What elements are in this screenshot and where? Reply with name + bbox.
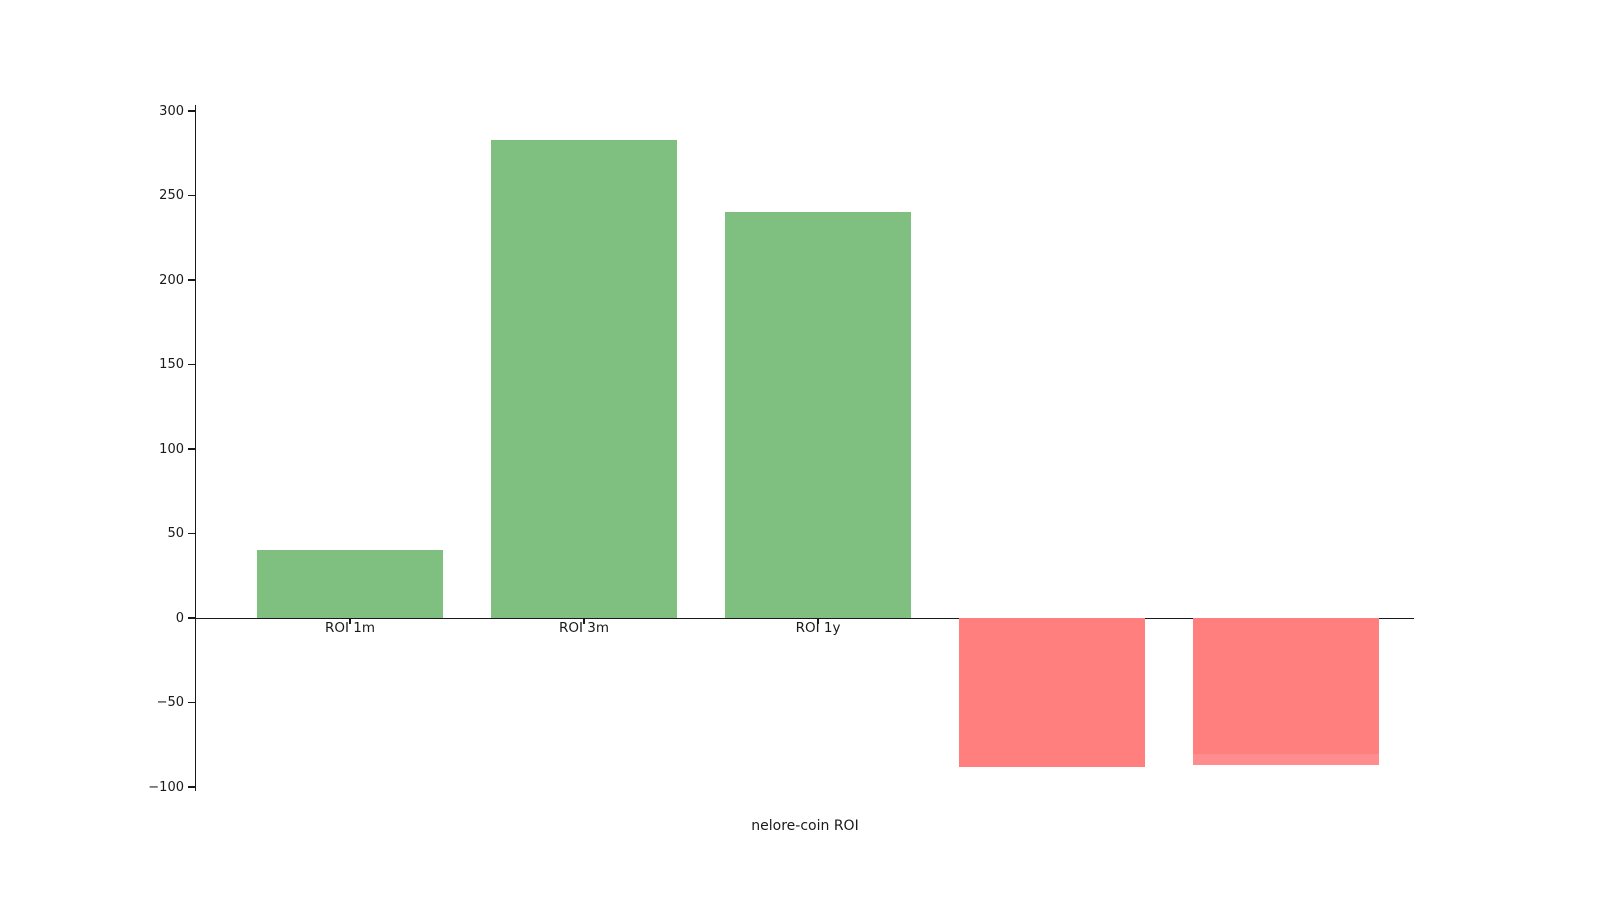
negative-roi-bar [959, 618, 1145, 767]
x-tick-label: ROI 1m [324, 620, 376, 636]
y-tick-label: 250 [159, 188, 184, 203]
y-tick-label: 150 [159, 357, 184, 372]
y-tick-label: 200 [159, 272, 184, 288]
positive-roi-bar [491, 139, 677, 618]
y-tick-mark [188, 448, 195, 450]
positive-roi-bar [725, 212, 911, 618]
y-tick-mark [188, 532, 195, 535]
x-tick-label: ROI 3m [558, 620, 610, 636]
x-tick-mark-overlay [583, 618, 585, 624]
negative-roi-bar [1193, 618, 1379, 766]
y-axis-spine [195, 105, 197, 791]
x-tick-mark-overlay [817, 618, 819, 624]
y-tick-mark [188, 617, 195, 619]
y-tick-mark [188, 363, 195, 366]
y-tick-mark [188, 786, 195, 788]
y-tick-label: 300 [159, 103, 184, 119]
y-tick-label: 100 [159, 441, 184, 457]
y-tick-mark [188, 279, 195, 281]
y-tick-label: 50 [167, 526, 184, 541]
chart-title: nelore-coin ROI [751, 818, 859, 834]
bar-bottom-lighter-strip [1193, 754, 1379, 766]
y-tick-label: −100 [148, 779, 184, 795]
x-tick-label: ROI 1y [795, 620, 841, 636]
y-tick-mark [188, 701, 195, 704]
positive-roi-bar [257, 550, 443, 618]
y-tick-mark [188, 194, 195, 197]
x-axis-zero-line [195, 618, 1414, 620]
x-tick-mark-overlay [349, 618, 351, 624]
y-tick-mark [188, 110, 195, 112]
y-tick-label: 0 [175, 610, 184, 626]
y-tick-label: −50 [156, 695, 184, 710]
